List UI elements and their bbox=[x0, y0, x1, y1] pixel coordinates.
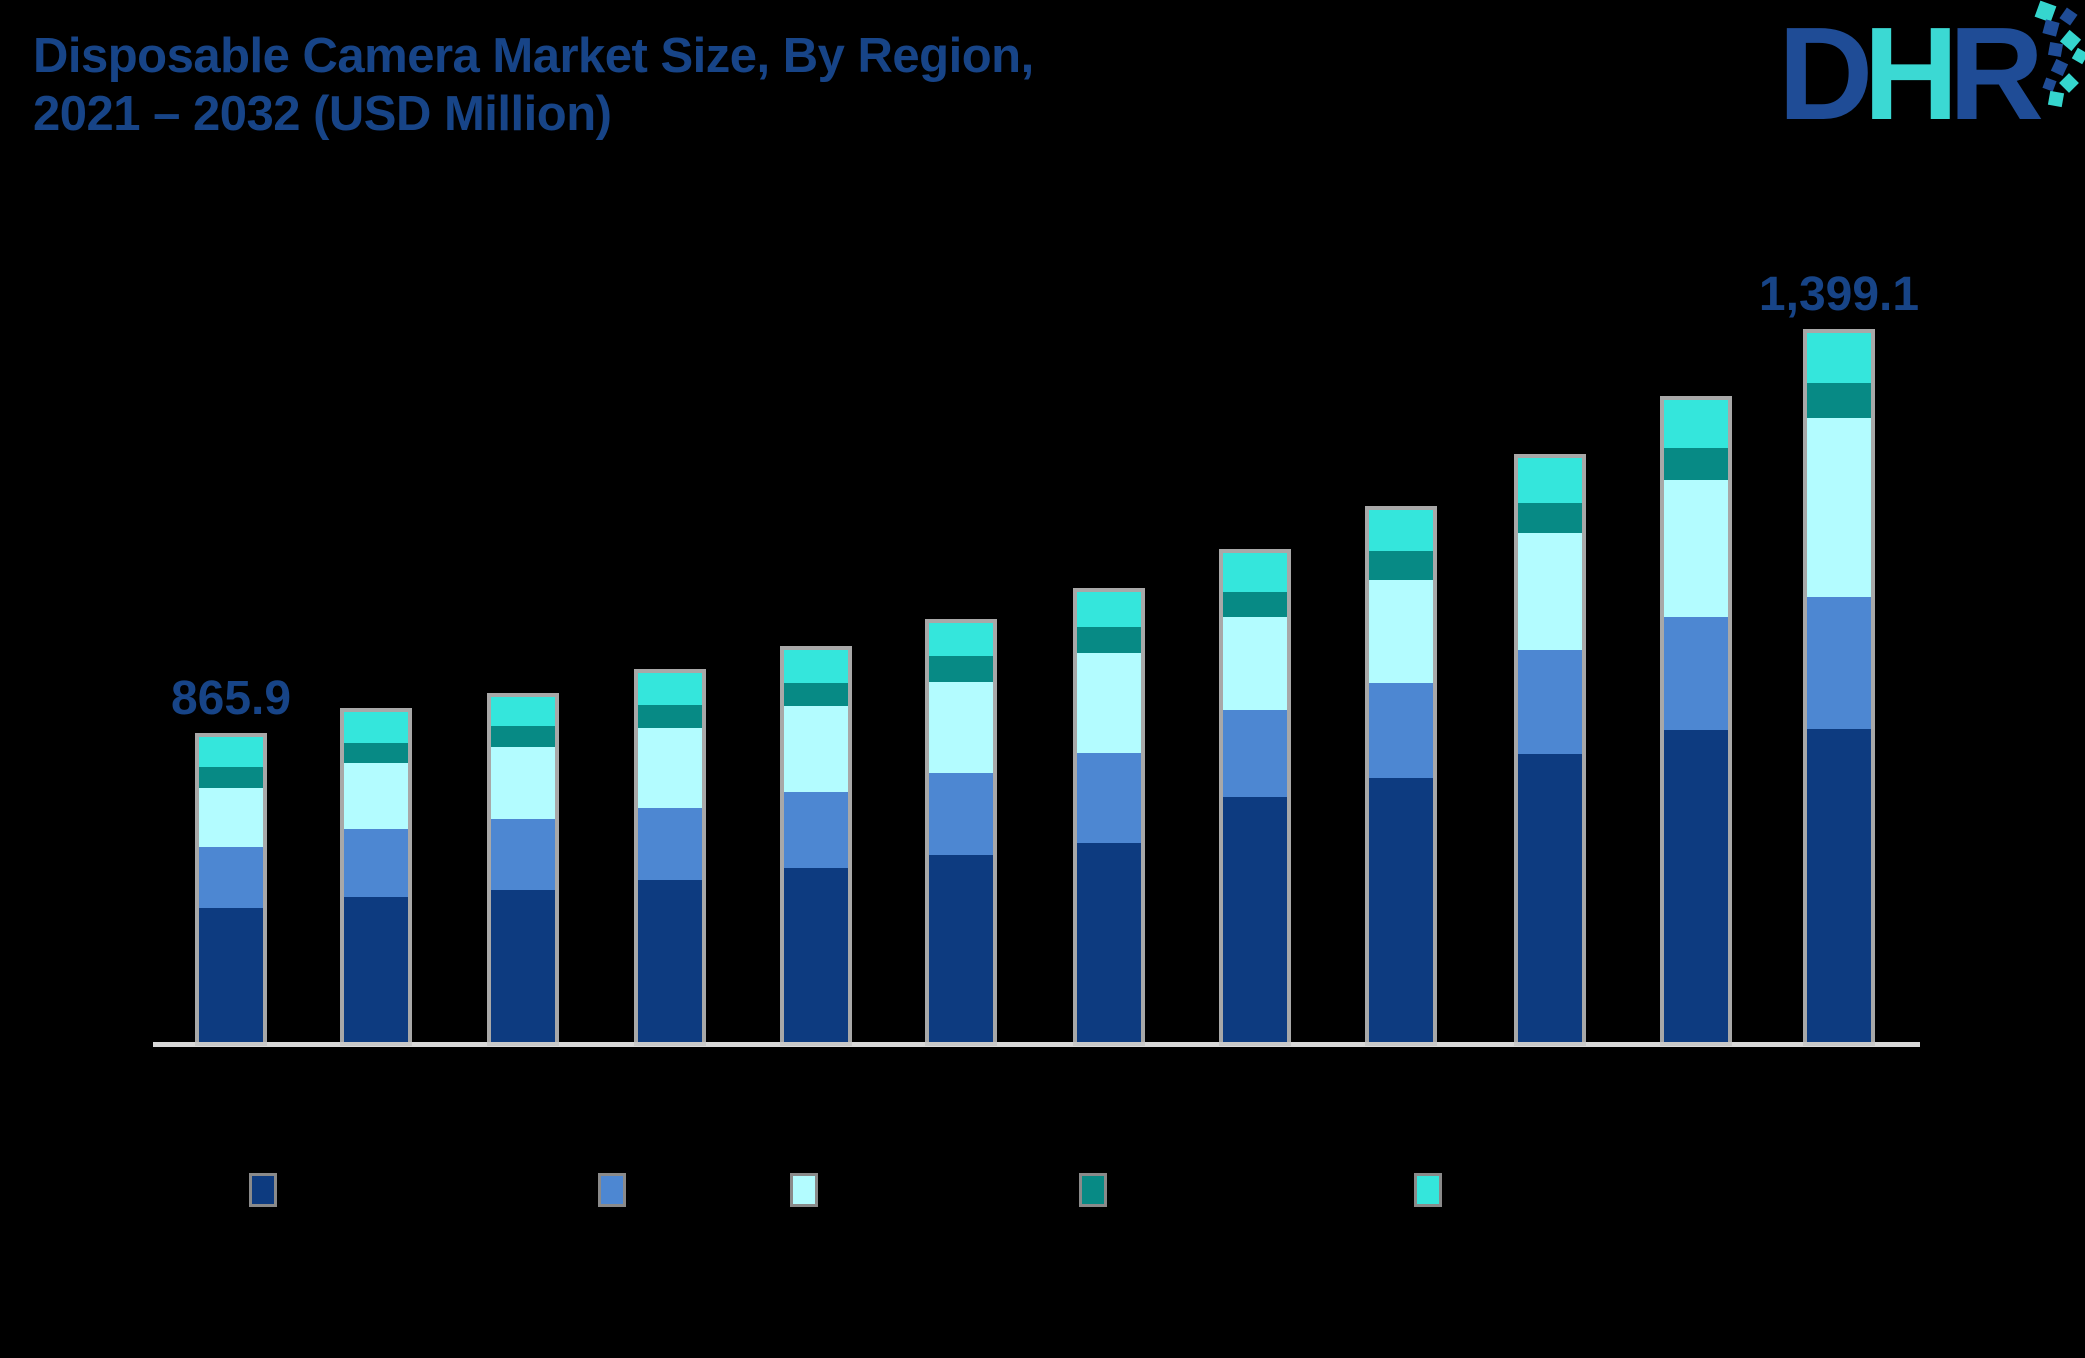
legend-swatch-5 bbox=[1417, 1176, 1439, 1204]
bar-2022-segment-4 bbox=[344, 743, 408, 763]
bar-2031-segment-3 bbox=[1664, 480, 1728, 617]
bar-2028-segment-2 bbox=[1223, 710, 1287, 797]
bar-2023-segment-2 bbox=[491, 819, 555, 890]
bar-2023-segment-5 bbox=[491, 697, 555, 726]
bar-2032-segment-5 bbox=[1807, 333, 1871, 383]
bar-2030-segment-3 bbox=[1518, 533, 1582, 650]
logo-letter-r: R bbox=[1948, 0, 2044, 147]
bar-2021-segment-3 bbox=[199, 788, 263, 847]
bar-2022-segment-3 bbox=[344, 763, 408, 829]
bar-2030-segment-4 bbox=[1518, 503, 1582, 533]
bar-2032-segment-1 bbox=[1807, 729, 1871, 1042]
bar-2030-segment-2 bbox=[1518, 650, 1582, 754]
bar-2029-segment-4 bbox=[1369, 551, 1433, 580]
bar-2023-segment-3 bbox=[491, 747, 555, 819]
bar-2032 bbox=[1807, 333, 1871, 1042]
legend-swatch-1 bbox=[252, 1176, 274, 1204]
bar-2028 bbox=[1223, 553, 1287, 1042]
bar-2030-segment-1 bbox=[1518, 754, 1582, 1042]
logo-pixel-square bbox=[2047, 41, 2064, 58]
bar-2032-segment-3 bbox=[1807, 418, 1871, 597]
bar-2026-segment-2 bbox=[929, 773, 993, 855]
data-label-2032: 1,399.1 bbox=[1758, 268, 1920, 321]
bar-2028-segment-1 bbox=[1223, 797, 1287, 1042]
bar-2029-segment-2 bbox=[1369, 683, 1433, 778]
bar-2026-segment-5 bbox=[929, 623, 993, 656]
bar-2027-segment-5 bbox=[1077, 592, 1141, 627]
bar-2031-segment-1 bbox=[1664, 730, 1728, 1042]
bar-2025-segment-5 bbox=[784, 650, 848, 683]
bar-2028-segment-4 bbox=[1223, 592, 1287, 617]
logo-pixel-square bbox=[2050, 58, 2069, 77]
bar-2024-segment-4 bbox=[638, 705, 702, 728]
bar-2025-segment-1 bbox=[784, 868, 848, 1042]
bar-2024-segment-3 bbox=[638, 728, 702, 808]
bar-2028-segment-3 bbox=[1223, 617, 1287, 710]
logo-pixel-square bbox=[2071, 47, 2085, 65]
legend-swatch-4 bbox=[1082, 1176, 1104, 1204]
logo-pixel-square bbox=[2059, 7, 2078, 26]
bar-2027-segment-2 bbox=[1077, 753, 1141, 843]
bar-2021-segment-5 bbox=[199, 737, 263, 767]
chart-title-line1: Disposable Camera Market Size, By Region… bbox=[33, 29, 1034, 83]
logo-letter-h: H bbox=[1863, 0, 1958, 147]
legend-swatch-2 bbox=[601, 1176, 623, 1204]
bar-2023-segment-1 bbox=[491, 890, 555, 1042]
logo-letter-d: D bbox=[1778, 0, 1873, 147]
bar-2027-segment-1 bbox=[1077, 843, 1141, 1042]
x-axis-line bbox=[153, 1042, 1920, 1047]
bar-2031-segment-4 bbox=[1664, 448, 1728, 480]
bar-2027 bbox=[1077, 592, 1141, 1042]
bar-2026-segment-3 bbox=[929, 682, 993, 773]
bar-2025-segment-3 bbox=[784, 706, 848, 792]
bar-2032-segment-4 bbox=[1807, 383, 1871, 418]
bar-2031 bbox=[1664, 400, 1728, 1042]
bar-2025-segment-4 bbox=[784, 683, 848, 706]
bar-2029-segment-1 bbox=[1369, 778, 1433, 1042]
bar-2024-segment-5 bbox=[638, 673, 702, 705]
bar-2031-segment-2 bbox=[1664, 617, 1728, 730]
bar-2022 bbox=[344, 712, 408, 1042]
bar-2030-segment-5 bbox=[1518, 458, 1582, 503]
bar-2022-segment-5 bbox=[344, 712, 408, 743]
data-label-2021: 865.9 bbox=[170, 672, 292, 725]
bar-2021 bbox=[199, 737, 263, 1042]
bar-2028-segment-5 bbox=[1223, 553, 1287, 592]
bar-2025-segment-2 bbox=[784, 792, 848, 868]
bar-2027-segment-3 bbox=[1077, 653, 1141, 753]
bar-2031-segment-5 bbox=[1664, 400, 1728, 448]
bar-2023-segment-4 bbox=[491, 726, 555, 747]
bar-2029-segment-5 bbox=[1369, 510, 1433, 551]
logo-pixel-square bbox=[2042, 77, 2057, 92]
bar-2030 bbox=[1518, 458, 1582, 1042]
bar-2022-segment-1 bbox=[344, 897, 408, 1042]
legend-swatch-3 bbox=[793, 1176, 815, 1204]
bar-2029 bbox=[1369, 510, 1433, 1042]
bar-2023 bbox=[491, 697, 555, 1042]
bar-2021-segment-2 bbox=[199, 847, 263, 908]
logo-pixel-square bbox=[2047, 90, 2065, 108]
bar-2024-segment-2 bbox=[638, 808, 702, 880]
bar-2026 bbox=[929, 623, 993, 1042]
logo-pixel-square bbox=[2042, 19, 2060, 37]
bar-2025 bbox=[784, 650, 848, 1042]
bar-2027-segment-4 bbox=[1077, 627, 1141, 653]
bar-2024-segment-1 bbox=[638, 880, 702, 1042]
bar-2024 bbox=[638, 673, 702, 1042]
chart-title-line2: 2021 – 2032 (USD Million) bbox=[33, 87, 612, 141]
bar-2021-segment-4 bbox=[199, 767, 263, 788]
bar-2029-segment-3 bbox=[1369, 580, 1433, 683]
bar-2032-segment-2 bbox=[1807, 597, 1871, 729]
bar-2026-segment-4 bbox=[929, 656, 993, 682]
bar-2022-segment-2 bbox=[344, 829, 408, 897]
bar-2021-segment-1 bbox=[199, 908, 263, 1042]
bar-2026-segment-1 bbox=[929, 855, 993, 1042]
chart-title: Disposable Camera Market Size, By Region… bbox=[33, 27, 1034, 143]
